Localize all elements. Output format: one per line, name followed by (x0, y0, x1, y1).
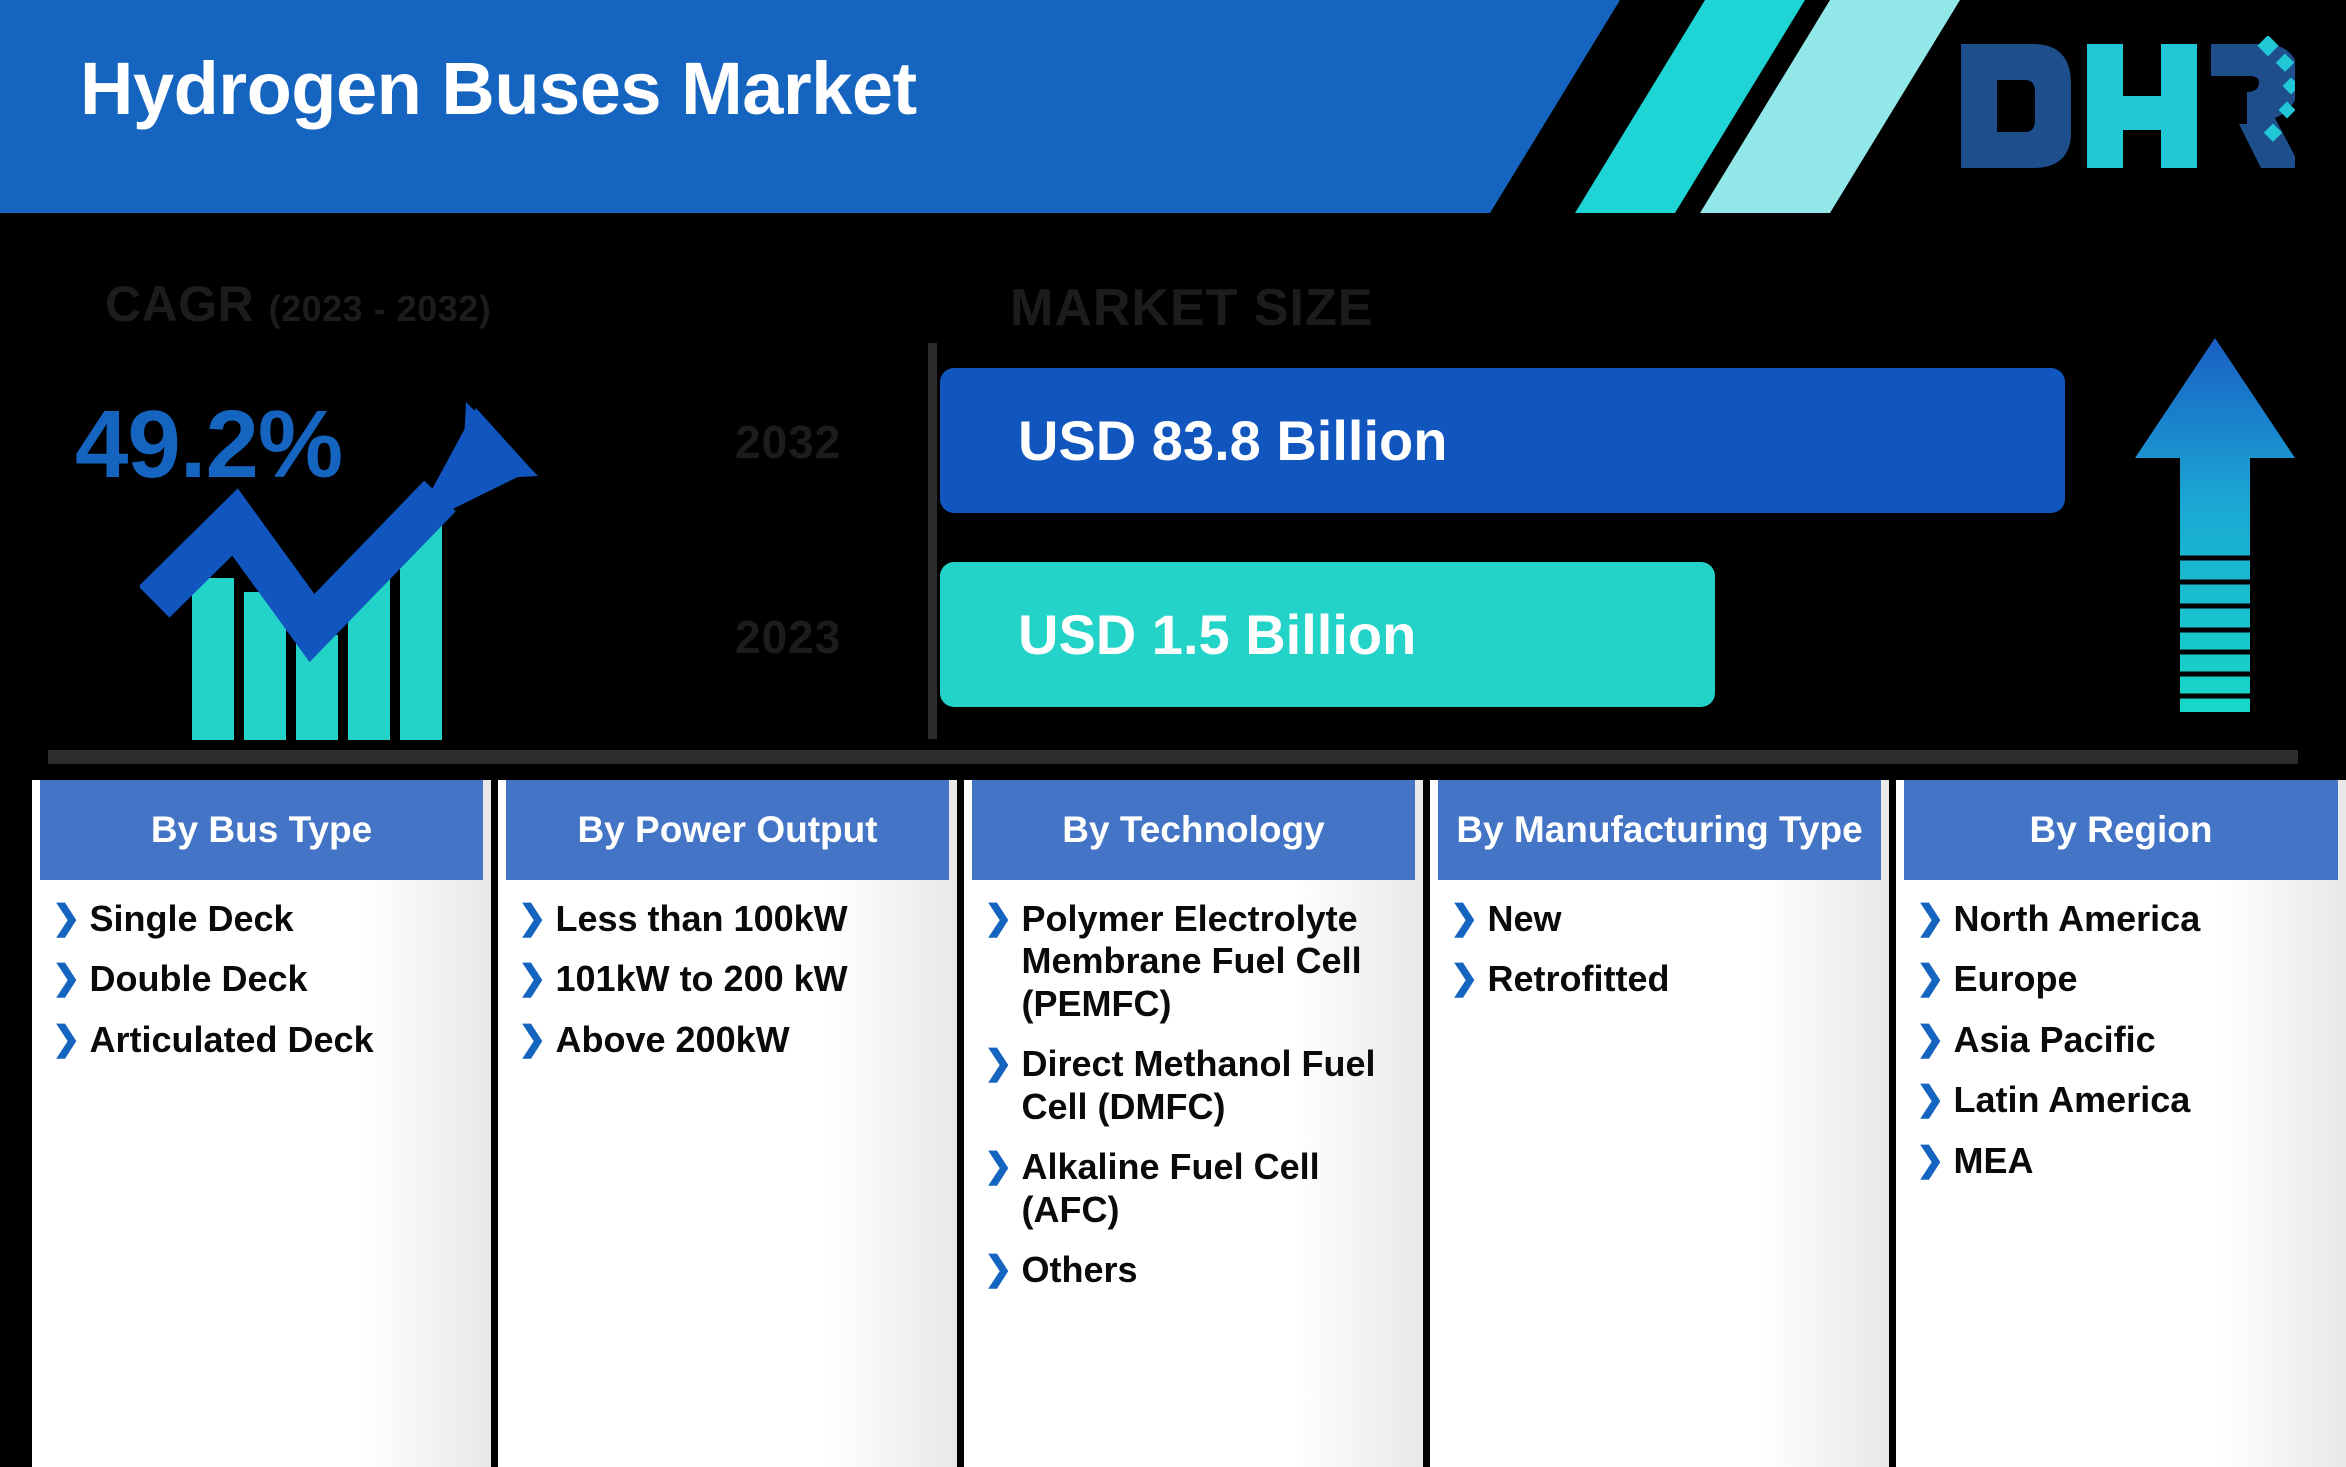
section-divider (48, 750, 2298, 764)
chevron-right-icon: ❯ (1450, 899, 1479, 937)
list-item[interactable]: ❯ Articulated Deck (52, 1019, 479, 1061)
chevron-right-icon: ❯ (518, 1019, 547, 1058)
growth-chart-icon (138, 380, 560, 740)
market-size-label: MARKET SIZE (1010, 279, 1374, 337)
chevron-right-icon: ❯ (1450, 959, 1479, 998)
cagr-value: 49.2% (75, 391, 343, 498)
segment-list-region: ❯ North America ❯ Europe ❯ Asia Pacific … (1896, 880, 2346, 1200)
upward-arrow-icon (2090, 330, 2340, 720)
list-item-label: Above 200kW (555, 1018, 790, 1060)
list-item[interactable]: ❯ Asia Pacific (1916, 1019, 2334, 1061)
list-item[interactable]: ❯ Others (984, 1249, 1411, 1291)
list-item-label: Others (1021, 1249, 1138, 1291)
list-item[interactable]: ❯ Double Deck (52, 958, 479, 1000)
list-item-label: 101kW to 200 kW (555, 958, 848, 1000)
market-size-bar-2032: USD 83.8 Billion (940, 368, 2065, 513)
segment-list-bus-type: ❯ Single Deck ❯ Double Deck ❯ Articulate… (32, 880, 491, 1079)
segment-header-region: By Region (1904, 780, 2338, 880)
segment-header-power-output: By Power Output (506, 780, 949, 880)
chevron-right-icon: ❯ (52, 899, 81, 937)
cagr-label: CAGR (2023 - 2032) (105, 275, 491, 333)
list-item[interactable]: ❯ Above 200kW (518, 1019, 945, 1061)
list-item[interactable]: ❯ Latin America (1916, 1079, 2334, 1121)
list-item-label: New (1487, 898, 1562, 939)
dhr-logo (1955, 35, 2301, 176)
list-item-label: Single Deck (89, 898, 294, 939)
segment-column-manufacturing-type: By Manufacturing Type ❯ New ❯ Retrofitte… (1430, 780, 1896, 1467)
list-item[interactable]: ❯ North America (1916, 898, 2334, 940)
segment-header-bus-type: By Bus Type (40, 780, 483, 880)
chart-axis-line (928, 343, 937, 739)
list-item-label: Asia Pacific (1953, 1018, 2156, 1060)
list-item-label: Retrofitted (1487, 958, 1670, 1000)
list-item-label: Alkaline Fuel Cell (AFC) (1021, 1146, 1320, 1230)
list-item-label: MEA (1953, 1139, 2034, 1181)
chevron-right-icon: ❯ (984, 1147, 1013, 1186)
segment-column-power-output: By Power Output ❯ Less than 100kW ❯ 101k… (498, 780, 964, 1467)
chevron-right-icon: ❯ (1916, 899, 1945, 937)
list-item-label: Double Deck (89, 958, 308, 1000)
cagr-label-years: (2023 - 2032) (268, 288, 492, 329)
list-item[interactable]: ❯ Less than 100kW (518, 898, 945, 940)
list-item-label: Direct Methanol Fuel Cell (DMFC) (1021, 1043, 1376, 1127)
chevron-right-icon: ❯ (518, 959, 547, 998)
segment-list-technology: ❯ Polymer Electrolyte Membrane Fuel Cell… (964, 880, 1423, 1310)
list-item-label: Less than 100kW (555, 898, 848, 939)
segments-container: By Bus Type ❯ Single Deck ❯ Double Deck … (0, 780, 2346, 1467)
chevron-right-icon: ❯ (518, 899, 547, 937)
chevron-right-icon: ❯ (1916, 1140, 1945, 1179)
chevron-right-icon: ❯ (52, 959, 81, 998)
list-item-label: Latin America (1953, 1079, 2191, 1121)
segment-column-bus-type: By Bus Type ❯ Single Deck ❯ Double Deck … (32, 780, 498, 1467)
list-item[interactable]: ❯ Europe (1916, 958, 2334, 1000)
bar-year-label-2032: 2032 (735, 416, 842, 468)
segment-header-manufacturing-type: By Manufacturing Type (1438, 780, 1881, 880)
chevron-right-icon: ❯ (1916, 1080, 1945, 1119)
chevron-right-icon: ❯ (1916, 959, 1945, 998)
chevron-right-icon: ❯ (984, 1044, 1013, 1083)
list-item[interactable]: ❯ MEA (1916, 1140, 2334, 1182)
page-title: Hydrogen Buses Market (80, 47, 917, 130)
list-item-label: Europe (1953, 958, 2078, 1000)
list-item[interactable]: ❯ New (1450, 898, 1877, 940)
list-item[interactable]: ❯ Single Deck (52, 898, 479, 940)
list-item[interactable]: ❯ Alkaline Fuel Cell (AFC) (984, 1146, 1411, 1231)
list-item-label: Polymer Electrolyte Membrane Fuel Cell (… (1021, 898, 1362, 1024)
page-header: Hydrogen Buses Market (0, 0, 2346, 213)
list-item[interactable]: ❯ Retrofitted (1450, 958, 1877, 1000)
list-item-label: Articulated Deck (89, 1018, 374, 1060)
bar-year-label-2023: 2023 (735, 611, 842, 663)
list-item[interactable]: ❯ Direct Methanol Fuel Cell (DMFC) (984, 1043, 1411, 1128)
bar-value-2032: USD 83.8 Billion (1018, 409, 1448, 472)
chevron-right-icon: ❯ (1916, 1019, 1945, 1058)
segment-list-manufacturing-type: ❯ New ❯ Retrofitted (1430, 880, 1889, 1019)
segment-column-technology: By Technology ❯ Polymer Electrolyte Memb… (964, 780, 1430, 1467)
chevron-right-icon: ❯ (52, 1019, 81, 1058)
segment-list-power-output: ❯ Less than 100kW ❯ 101kW to 200 kW ❯ Ab… (498, 880, 957, 1079)
list-item[interactable]: ❯ Polymer Electrolyte Membrane Fuel Cell… (984, 898, 1411, 1025)
bar-value-2023: USD 1.5 Billion (1018, 603, 1417, 666)
segment-header-technology: By Technology (972, 780, 1415, 880)
header-blue-banner (0, 0, 1620, 213)
segment-column-region: By Region ❯ North America ❯ Europe ❯ Asi… (1896, 780, 2346, 1467)
market-size-bar-2023: USD 1.5 Billion (940, 562, 1715, 707)
chevron-right-icon: ❯ (984, 899, 1013, 937)
list-item[interactable]: ❯ 101kW to 200 kW (518, 958, 945, 1000)
chevron-right-icon: ❯ (984, 1250, 1013, 1289)
list-item-label: North America (1953, 898, 2201, 939)
cagr-label-prefix: CAGR (105, 276, 255, 332)
